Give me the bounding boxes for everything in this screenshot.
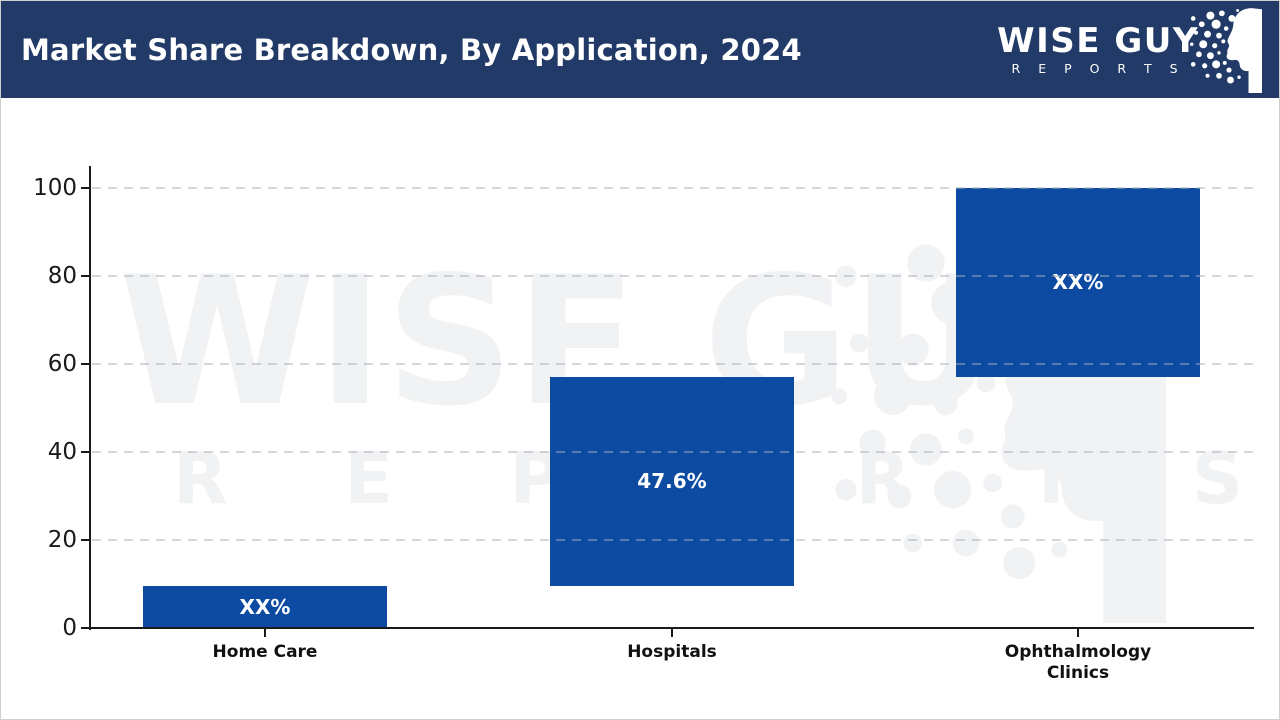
page-title: Market Share Breakdown, By Application, … (21, 32, 802, 67)
y-axis-spine (89, 166, 91, 630)
y-tick-label: 0 (62, 615, 77, 641)
brand-name: WISE GUY (997, 21, 1199, 61)
x-tick-label-ophthalmology-clinics: Ophthalmology Clinics (1004, 642, 1152, 683)
x-tick-mark (671, 629, 673, 637)
gridline (92, 451, 1254, 453)
y-tick-mark (81, 363, 90, 365)
y-tick-label: 100 (33, 175, 77, 201)
y-tick-mark (81, 275, 90, 277)
y-tick-label: 60 (47, 351, 77, 377)
header-bar: Market Share Breakdown, By Application, … (1, 1, 1279, 98)
y-tick-label: 80 (47, 263, 77, 289)
bar-value-label: 47.6% (637, 469, 707, 494)
brand-text: WISE GUY R E P O R T S (997, 23, 1199, 76)
bar-home-care: XX% (143, 586, 387, 628)
bar-ophthalmology-clinics: XX% (956, 188, 1200, 377)
gridline (92, 187, 1254, 189)
y-tick-mark (81, 539, 90, 541)
bar-value-label: XX% (1052, 270, 1104, 295)
gridline (92, 539, 1254, 541)
y-tick-mark (81, 187, 90, 189)
y-tick-label: 40 (47, 439, 77, 465)
brand-logo: WISE GUY R E P O R T S (997, 7, 1265, 93)
x-tick-label-hospitals: Hospitals (627, 642, 717, 662)
gridline (92, 275, 1254, 277)
gridline (92, 363, 1254, 365)
x-tick-label-home-care: Home Care (212, 642, 318, 662)
brand-tagline: R E P O R T S (1011, 61, 1185, 76)
y-tick-mark (81, 627, 90, 629)
x-tick-mark (264, 629, 266, 637)
bar-value-label: XX% (239, 595, 291, 620)
x-axis-spine (89, 627, 1254, 629)
y-tick-label: 20 (47, 527, 77, 553)
x-tick-mark (1077, 629, 1079, 637)
bar-hospitals: 47.6% (550, 376, 794, 587)
y-tick-mark (81, 451, 90, 453)
